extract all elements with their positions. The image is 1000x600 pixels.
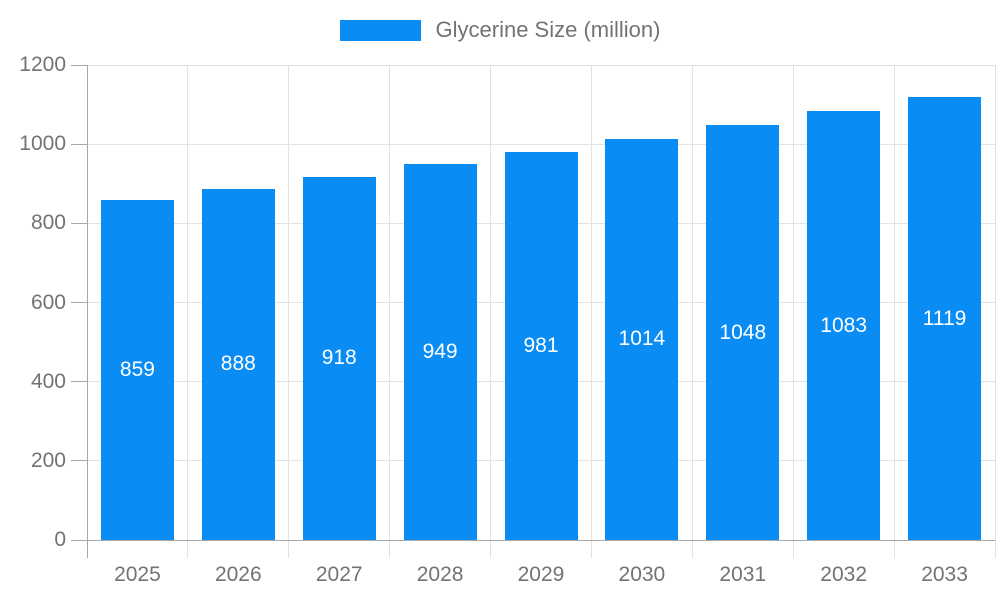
y-tick-mark <box>71 302 87 303</box>
x-tick-label: 2028 <box>416 563 464 586</box>
bar-2027[interactable]: 918 <box>302 176 376 540</box>
y-tick-mark <box>71 460 87 462</box>
x-gridline <box>590 65 592 558</box>
bar-2033[interactable]: 1119 <box>908 97 982 540</box>
y-tick-mark <box>71 539 87 541</box>
y-tick-label: 400 <box>30 369 66 393</box>
legend-item-glycerine-size[interactable]: Glycerine Size (million) <box>339 17 661 43</box>
bar-value-label: 1014 <box>618 327 666 351</box>
y-tick-mark <box>71 64 87 66</box>
bar-value-label: 949 <box>422 340 458 364</box>
bar-2032[interactable]: 1083 <box>807 111 881 540</box>
x-tick-label: 2033 <box>921 563 968 586</box>
bar-2028[interactable]: 949 <box>403 164 477 540</box>
legend: Glycerine Size (million) <box>0 17 1000 43</box>
x-gridline <box>792 65 794 558</box>
bar-2029[interactable]: 981 <box>504 151 578 540</box>
bar-2030[interactable]: 1014 <box>605 138 679 540</box>
y-tick-label: 0 <box>54 528 66 551</box>
bar-2025[interactable]: 859 <box>100 199 174 540</box>
bar-value-label: 1048 <box>719 320 767 344</box>
legend-swatch <box>339 19 421 41</box>
bar-value-label: 918 <box>321 346 357 370</box>
y-tick-label: 1000 <box>19 132 66 156</box>
x-tick-label: 2031 <box>719 563 767 586</box>
x-tick-label: 2027 <box>315 563 363 586</box>
legend-label: Glycerine Size (million) <box>435 17 661 42</box>
bar-2031[interactable]: 1048 <box>706 125 780 540</box>
x-gridline <box>893 65 895 558</box>
x-tick-label: 2025 <box>114 563 161 586</box>
bar-2026[interactable]: 888 <box>201 188 275 540</box>
y-gridline <box>87 64 995 66</box>
y-tick-label: 1200 <box>19 53 66 76</box>
y-tick-mark <box>71 222 87 224</box>
x-gridline <box>490 65 492 558</box>
bar-value-label: 1119 <box>922 306 967 330</box>
x-gridline <box>994 65 996 558</box>
x-tick-label: 2029 <box>517 563 565 586</box>
x-gridline <box>288 65 290 558</box>
bar-value-label: 859 <box>119 357 155 381</box>
x-tick-label: 2026 <box>214 563 262 586</box>
bar-value-label: 981 <box>523 333 559 357</box>
y-tick-mark <box>71 143 87 145</box>
x-gridline <box>187 65 189 558</box>
x-tick-label: 2030 <box>618 563 666 586</box>
bar-value-label: 888 <box>220 352 256 376</box>
bar-value-label: 1083 <box>820 313 868 337</box>
y-tick-label: 600 <box>30 290 66 314</box>
x-gridline <box>389 65 391 558</box>
x-gridline <box>691 65 693 558</box>
y-tick-label: 800 <box>30 211 66 235</box>
y-axis-line <box>86 65 88 558</box>
y-tick-label: 200 <box>30 448 66 472</box>
y-tick-mark <box>71 381 87 383</box>
x-tick-label: 2032 <box>820 563 868 586</box>
